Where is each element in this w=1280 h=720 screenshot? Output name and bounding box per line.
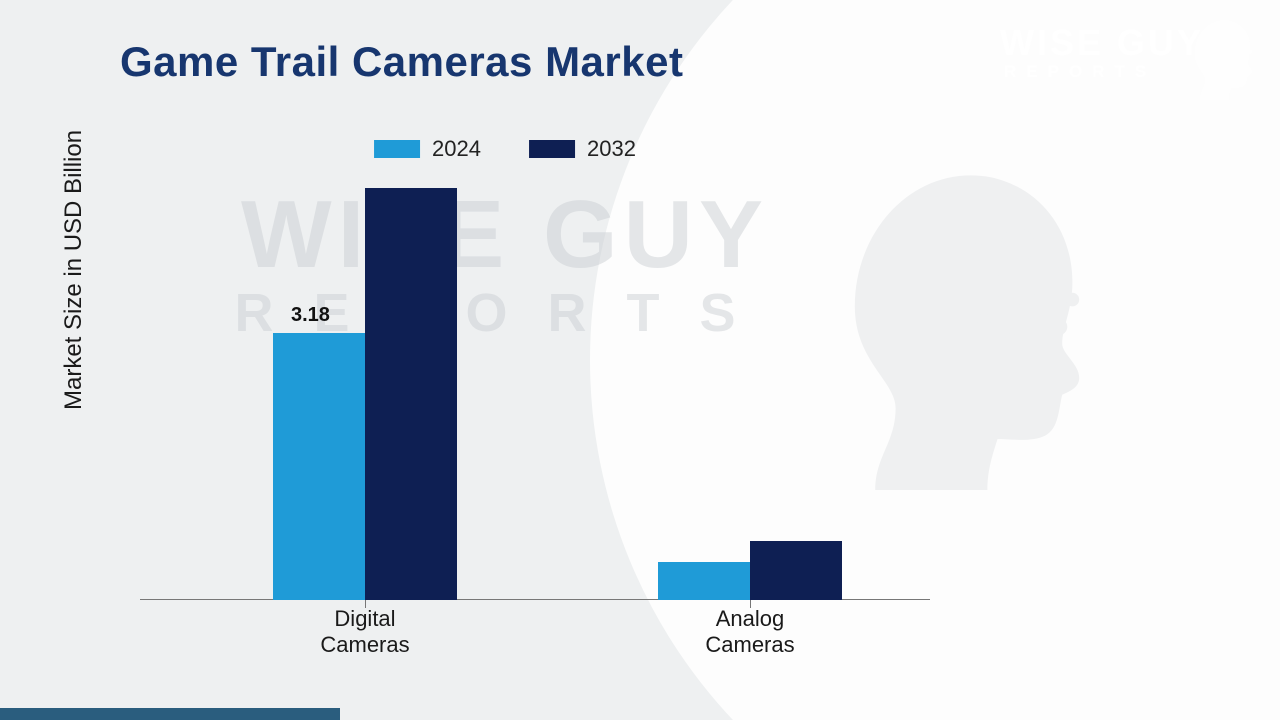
bar — [658, 562, 750, 600]
legend-label-2024: 2024 — [432, 136, 481, 162]
x-tick — [365, 600, 366, 608]
chart-legend: 2024 2032 — [374, 136, 636, 162]
legend-item-2024: 2024 — [374, 136, 481, 162]
bar — [273, 333, 365, 600]
category-label: AnalogCameras — [640, 606, 860, 659]
y-axis-label: Market Size in USD Billion — [60, 130, 88, 410]
x-tick — [750, 600, 751, 608]
legend-swatch-2032 — [529, 140, 575, 158]
legend-item-2032: 2032 — [529, 136, 636, 162]
market-chart: Market Size in USD Billion 2024 2032 3.1… — [70, 130, 940, 690]
bar-group — [658, 541, 842, 600]
report-canvas: WISE GUY REPORTS WISE GUY REPORTS Game T… — [0, 0, 1280, 720]
legend-label-2032: 2032 — [587, 136, 636, 162]
bar — [365, 188, 457, 600]
brand-line2: REPORTS — [1000, 62, 1250, 82]
bar — [750, 541, 842, 600]
bottom-decor-strip — [0, 708, 340, 720]
brand-logo: WISE GUY REPORTS — [1000, 22, 1250, 82]
page-title: Game Trail Cameras Market — [120, 38, 683, 86]
category-label: DigitalCameras — [255, 606, 475, 659]
legend-swatch-2024 — [374, 140, 420, 158]
brand-line1: WISE GUY — [1000, 22, 1250, 64]
plot-area: 3.18DigitalCamerasAnalogCameras — [140, 180, 930, 600]
bar-group — [273, 188, 457, 600]
